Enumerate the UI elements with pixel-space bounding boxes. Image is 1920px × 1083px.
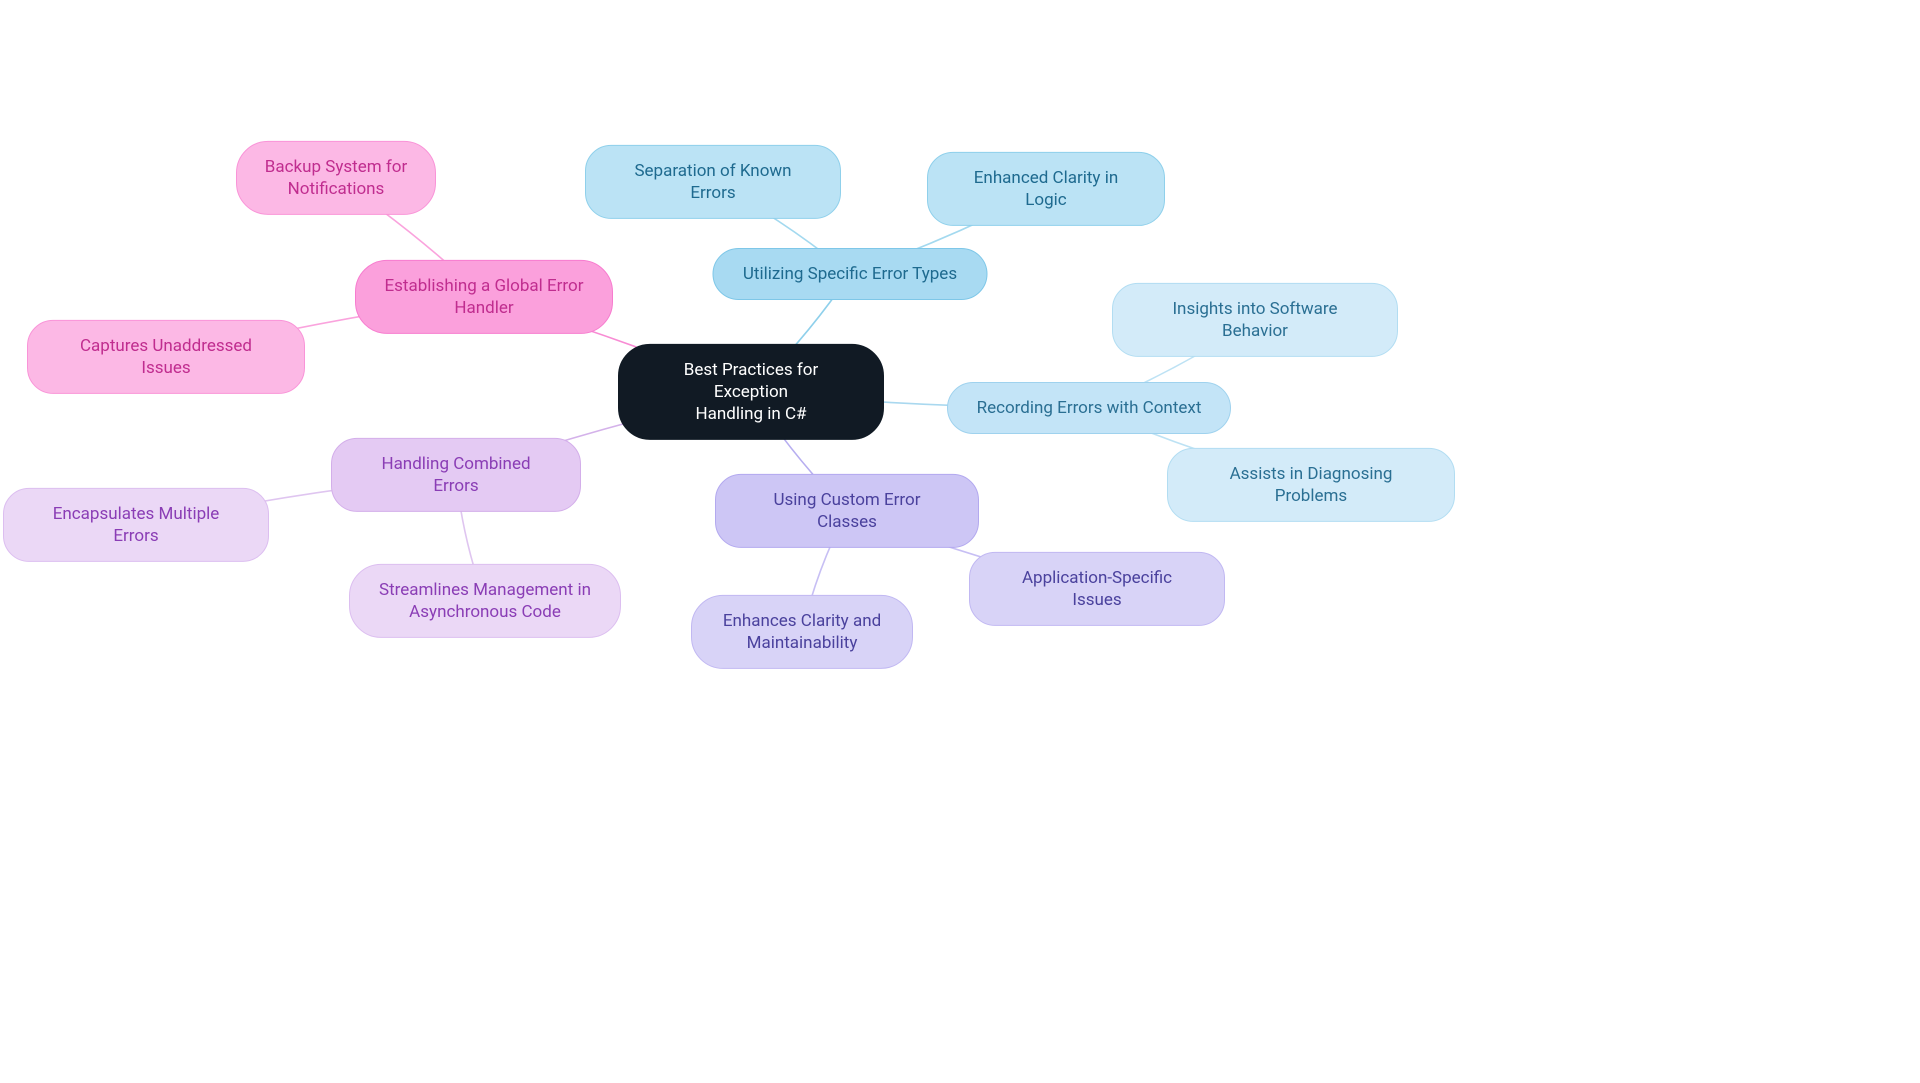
node-label: Separation of Known Errors bbox=[612, 160, 814, 204]
node-global_backup: Backup System for Notifications bbox=[236, 141, 436, 215]
node-specific: Utilizing Specific Error Types bbox=[713, 248, 988, 300]
node-combined_encaps: Encapsulates Multiple Errors bbox=[3, 488, 269, 562]
node-custom_appissues: Application-Specific Issues bbox=[969, 552, 1225, 626]
node-label: Utilizing Specific Error Types bbox=[743, 263, 957, 285]
node-global_captures: Captures Unaddressed Issues bbox=[27, 320, 305, 394]
node-label: Insights into Software Behavior bbox=[1139, 298, 1371, 342]
node-recording: Recording Errors with Context bbox=[947, 382, 1231, 434]
node-label: Using Custom Error Classes bbox=[742, 489, 952, 533]
node-label: Captures Unaddressed Issues bbox=[54, 335, 278, 379]
node-label: Handling Combined Errors bbox=[358, 453, 554, 497]
node-recording_insights: Insights into Software Behavior bbox=[1112, 283, 1398, 357]
node-label: Recording Errors with Context bbox=[977, 397, 1202, 419]
node-recording_diagnose: Assists in Diagnosing Problems bbox=[1167, 448, 1455, 522]
node-global: Establishing a Global Error Handler bbox=[355, 260, 613, 334]
node-custom: Using Custom Error Classes bbox=[715, 474, 979, 548]
node-custom_maintain: Enhances Clarity and Maintainability bbox=[691, 595, 913, 669]
node-label: Application-Specific Issues bbox=[996, 567, 1198, 611]
node-label: Backup System for Notifications bbox=[265, 156, 407, 200]
node-combined: Handling Combined Errors bbox=[331, 438, 581, 512]
node-label: Enhanced Clarity in Logic bbox=[954, 167, 1138, 211]
node-specific_clarity: Enhanced Clarity in Logic bbox=[927, 152, 1165, 226]
mindmap-canvas: Best Practices for Exception Handling in… bbox=[0, 0, 1920, 1083]
node-label: Establishing a Global Error Handler bbox=[385, 275, 584, 319]
node-label: Best Practices for Exception Handling in… bbox=[645, 359, 857, 425]
node-specific_sep: Separation of Known Errors bbox=[585, 145, 841, 219]
node-label: Streamlines Management in Asynchronous C… bbox=[379, 579, 591, 623]
node-label: Encapsulates Multiple Errors bbox=[30, 503, 242, 547]
node-label: Assists in Diagnosing Problems bbox=[1194, 463, 1428, 507]
node-combined_stream: Streamlines Management in Asynchronous C… bbox=[349, 564, 621, 638]
node-root: Best Practices for Exception Handling in… bbox=[618, 344, 884, 440]
node-label: Enhances Clarity and Maintainability bbox=[723, 610, 881, 654]
